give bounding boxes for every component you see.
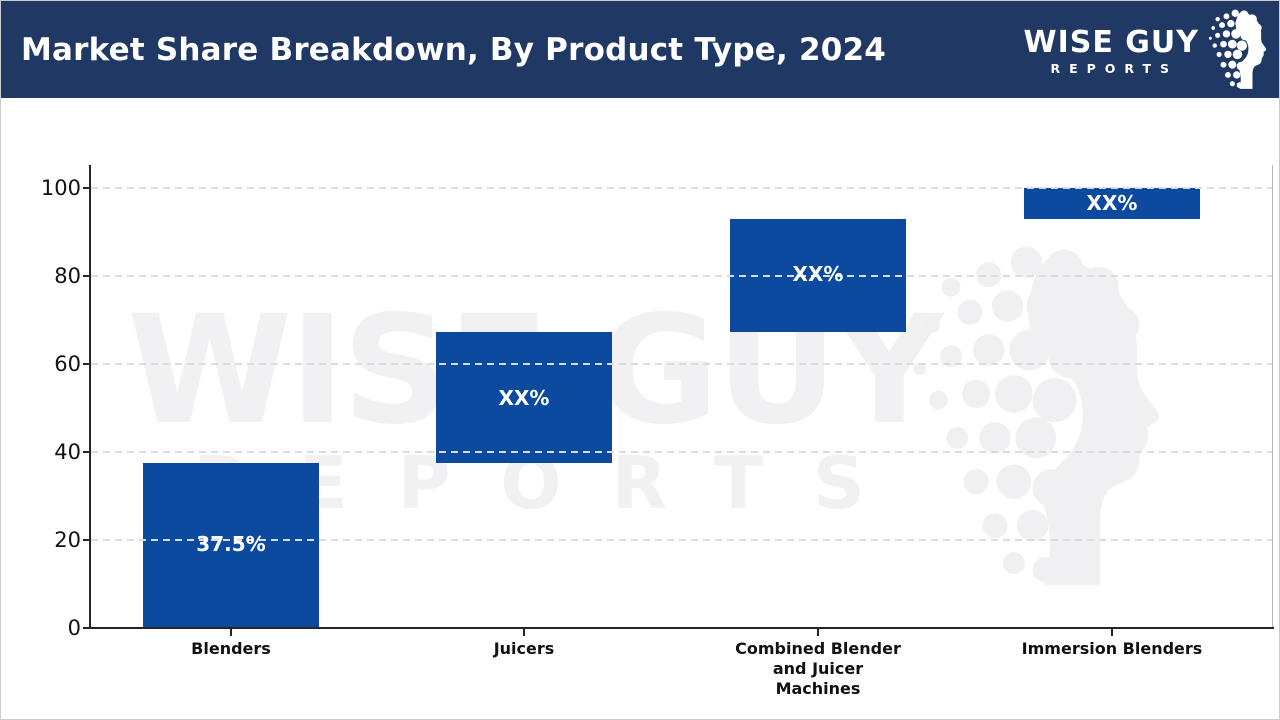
category-label-immersion-blenders: Immersion Blenders xyxy=(1021,639,1203,658)
bar-label-combined-blender-juicer: XX% xyxy=(792,262,844,286)
bar-label-juicers: XX% xyxy=(498,386,550,410)
y-tick-label-0: 0 xyxy=(67,616,81,640)
y-tick-label-80: 80 xyxy=(54,264,81,288)
bar-blenders xyxy=(143,463,319,628)
x-tick xyxy=(523,629,525,636)
bar-label-immersion-blenders: XX% xyxy=(1086,191,1138,215)
x-axis-line xyxy=(89,627,1274,629)
gridline-100 xyxy=(91,187,1272,189)
brand-subtitle: REPORTS xyxy=(1050,60,1179,76)
y-tick xyxy=(83,539,90,541)
x-tick xyxy=(817,629,819,636)
page-title: Market Share Breakdown, By Product Type,… xyxy=(21,31,887,68)
watermark-head-profile-icon xyxy=(913,246,1159,586)
brand-name: WISE GUY xyxy=(1023,24,1199,60)
x-tick xyxy=(230,629,232,636)
head-profile-dots-icon xyxy=(1208,9,1267,89)
right-spine xyxy=(1272,165,1273,629)
category-label-combined-blender-juicer: Combined Blender and Juicer Machines xyxy=(698,639,938,699)
category-label-line: Machines xyxy=(775,679,861,698)
bar-immersion-blenders xyxy=(1024,188,1200,219)
bar-label-blenders: 37.5% xyxy=(196,532,266,556)
y-tick-label-60: 60 xyxy=(54,352,81,376)
header: Market Share Breakdown, By Product Type,… xyxy=(1,1,1279,98)
y-axis-line xyxy=(89,165,91,629)
x-tick xyxy=(1111,629,1113,636)
brand-logo-text: WISE GUY REPORTS xyxy=(1023,25,1199,76)
gridline-80 xyxy=(91,275,1272,277)
y-tick xyxy=(83,627,90,629)
gridline-40 xyxy=(91,451,1272,453)
y-tick xyxy=(83,187,90,189)
bar-juicers xyxy=(436,332,612,463)
y-tick xyxy=(83,451,90,453)
category-label-line: Combined Blender xyxy=(735,639,901,658)
category-label-blenders: Blenders xyxy=(191,639,271,658)
y-tick-label-100: 100 xyxy=(40,176,81,200)
brand-logo: WISE GUY REPORTS xyxy=(1023,6,1279,94)
y-tick-label-40: 40 xyxy=(54,440,81,464)
category-label-line: and Juicer xyxy=(772,659,864,678)
gridline-60 xyxy=(91,363,1272,365)
gridline-20 xyxy=(91,539,1272,541)
chart-area: WISE GUY REPORTS xyxy=(1,98,1279,719)
y-tick-label-20: 20 xyxy=(54,528,81,552)
y-tick xyxy=(83,275,90,277)
category-label-juicers: Juicers xyxy=(493,639,555,658)
y-tick xyxy=(83,363,90,365)
